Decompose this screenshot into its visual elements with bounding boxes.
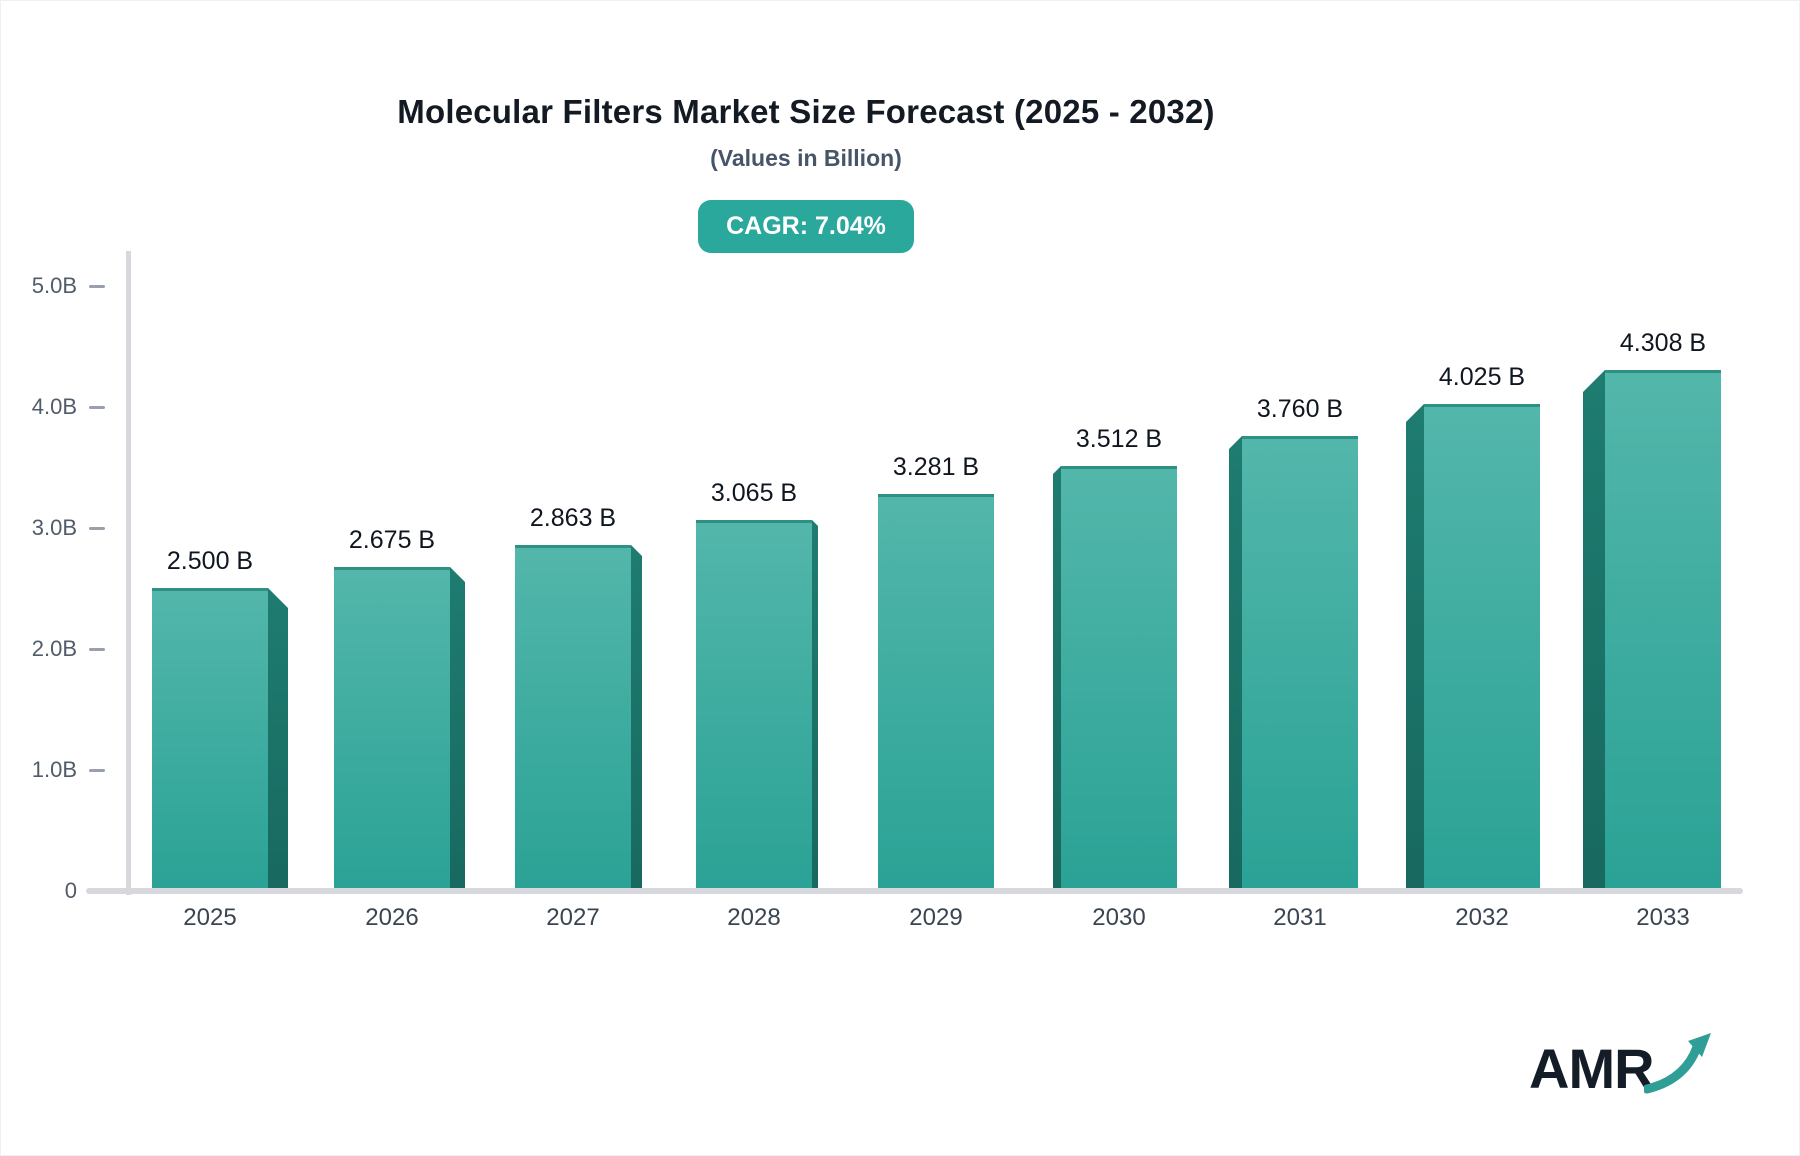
- plot-area: 2.500 B 2.675 B 2.863 B 3.065 B 3.281 B 3.512…: [131, 286, 1741, 891]
- cagr-badge-label: CAGR: 7.04%: [726, 212, 886, 240]
- bar-value-label: 3.760 B: [1256, 395, 1344, 423]
- bar-2026: [334, 567, 465, 891]
- bar-value-label: 3.065 B: [710, 479, 798, 507]
- y-tick-label: 1.0B: [31, 757, 77, 782]
- y-tick-label: 3.0B: [31, 515, 77, 540]
- bar-side-face: [268, 588, 288, 891]
- y-tick-label: 5.0B: [31, 273, 77, 298]
- y-tick-dash: [89, 769, 105, 772]
- x-tick-label: 2025: [183, 904, 237, 931]
- bar-side-face: [812, 520, 818, 891]
- bar-face: [696, 520, 812, 891]
- bar-face: [878, 494, 994, 891]
- bar-face: [515, 545, 631, 891]
- bar-2028: [696, 520, 818, 891]
- y-tick-dash: [89, 285, 105, 288]
- x-tick-label: 2033: [1636, 904, 1690, 931]
- bar-2031: [1229, 436, 1358, 891]
- bar-2025: [152, 588, 288, 891]
- chart-title: Molecular Filters Market Size Forecast (…: [397, 93, 1215, 130]
- bar-side-face: [1053, 466, 1061, 891]
- amr-logo-text: AMR: [1529, 1037, 1655, 1100]
- bar-side-face: [1583, 370, 1605, 891]
- y-tick-label: 4.0B: [31, 394, 77, 419]
- bar-face: [1605, 370, 1721, 891]
- bar-value-label: 3.281 B: [892, 453, 980, 481]
- x-tick-label: 2026: [365, 904, 419, 931]
- y-axis-line: [126, 251, 131, 895]
- y-tick-label: 2.0B: [31, 636, 77, 661]
- y-axis: 5.0B 4.0B 3.0B 2.0B 1.0B 0: [1, 273, 131, 903]
- bar-value-label: 4.308 B: [1619, 329, 1707, 357]
- bar-face: [1242, 436, 1358, 891]
- bar-side-face: [631, 545, 642, 891]
- x-tick-label: 2032: [1455, 904, 1509, 931]
- bar-value-label: 3.512 B: [1075, 425, 1163, 453]
- bar-face: [334, 567, 450, 891]
- y-tick-dash: [89, 406, 105, 409]
- bar-2027: [515, 545, 642, 891]
- bar-face: [1424, 404, 1540, 891]
- y-tick-label: 0: [64, 878, 77, 903]
- bar-face: [1061, 466, 1177, 891]
- bar-2033: [1583, 370, 1721, 891]
- bar-face: [152, 588, 268, 891]
- chart-subtitle: (Values in Billion): [710, 145, 902, 171]
- bar-value-label: 2.863 B: [529, 504, 617, 532]
- bar-side-face: [1406, 404, 1424, 891]
- bar-2029: [878, 494, 994, 891]
- bar-side-face: [1229, 436, 1242, 891]
- x-tick-label: 2031: [1273, 904, 1327, 931]
- x-axis-labels: 2025 2026 2027 2028 2029 2030 2031 2032 2033: [131, 904, 1741, 944]
- x-tick-label: 2027: [546, 904, 600, 931]
- x-axis-line: [86, 888, 1743, 894]
- chart-header: Molecular Filters Market Size Forecast (…: [1, 93, 1611, 253]
- bar-value-label: 4.025 B: [1438, 363, 1526, 391]
- bar-value-label: 2.500 B: [166, 547, 254, 575]
- y-tick-dash: [89, 648, 105, 651]
- bar-2030: [1053, 466, 1177, 891]
- bar-2032: [1406, 404, 1540, 891]
- amr-logo: AMR: [1529, 1031, 1714, 1097]
- bar-side-face: [450, 567, 465, 891]
- y-tick-dash: [89, 527, 105, 530]
- bar-value-label: 2.675 B: [348, 526, 436, 554]
- trend-up-arrow-icon: [1643, 1033, 1711, 1094]
- x-tick-label: 2029: [909, 904, 963, 931]
- cagr-badge: CAGR: 7.04%: [698, 200, 914, 253]
- x-tick-label: 2028: [727, 904, 781, 931]
- x-tick-label: 2030: [1092, 904, 1146, 931]
